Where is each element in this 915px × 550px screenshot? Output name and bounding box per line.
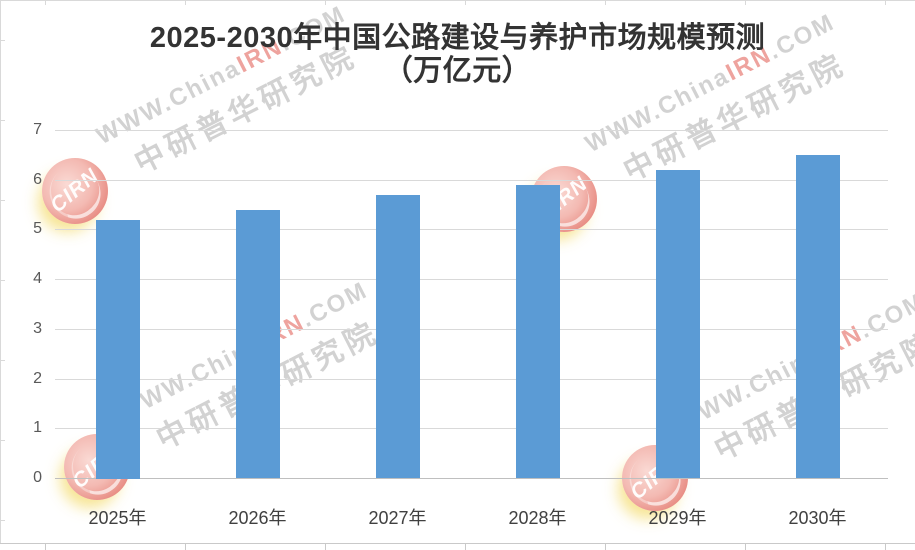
cell-border-stub (605, 544, 606, 550)
x-axis-label: 2028年 (508, 508, 567, 528)
gridline (55, 379, 888, 380)
x-axis-label: 2029年 (648, 508, 707, 528)
cell-border-stub (185, 1, 186, 5)
gridline (55, 428, 888, 429)
bar-2029年 (655, 170, 700, 479)
cell-border-stub (745, 1, 746, 5)
gridline (55, 180, 888, 181)
spreadsheet-left-border (0, 0, 1, 543)
chart-title: 2025-2030年中国公路建设与养护市场规模预测 （万亿元） (0, 22, 915, 88)
cell-border-stub (1, 120, 5, 121)
cell-border-stub (1, 200, 5, 201)
cell-border-stub (1, 40, 5, 41)
cell-border-stub (465, 544, 466, 550)
cell-border-stub (605, 1, 606, 5)
spreadsheet-top-border (0, 0, 915, 1)
gridline (55, 130, 888, 131)
cell-border-stub (1, 280, 5, 281)
cell-border-stub (325, 1, 326, 5)
cell-border-stub (885, 544, 886, 550)
cell-border-stub (185, 544, 186, 550)
spreadsheet-bottom-border (0, 543, 915, 544)
y-axis-tick-label: 5 (33, 220, 42, 237)
x-axis-line (55, 478, 888, 479)
chart-title-line2: （万亿元） (383, 55, 532, 87)
cell-border-stub (885, 1, 886, 5)
x-axis-label: 2025年 (88, 508, 147, 528)
cell-border-stub (45, 544, 46, 550)
gridline (55, 329, 888, 330)
x-axis-label: 2026年 (228, 508, 287, 528)
cell-border-stub (1, 520, 5, 521)
bar-2028年 (515, 185, 560, 479)
y-axis-tick-label: 3 (33, 320, 42, 337)
cell-border-stub (1, 360, 5, 361)
y-axis-tick-label: 2 (33, 370, 42, 387)
y-axis-tick-label: 1 (33, 419, 42, 436)
gridline (55, 229, 888, 230)
x-axis-label: 2027年 (368, 508, 427, 528)
bar-2030年 (795, 155, 840, 479)
cell-border-stub (325, 544, 326, 550)
bar-2025年 (95, 220, 140, 479)
y-axis-tick-label: 4 (33, 270, 42, 287)
gridline (55, 279, 888, 280)
y-axis-tick-label: 7 (33, 121, 42, 138)
x-axis-label: 2030年 (788, 508, 847, 528)
cell-border-stub (45, 1, 46, 5)
bar-2026年 (235, 210, 280, 479)
y-axis-tick-label: 6 (33, 171, 42, 188)
cell-border-stub (1, 440, 5, 441)
cirn-logo-watermark-icon: CIRN (42, 158, 108, 224)
y-axis-tick-label: 0 (33, 469, 42, 486)
cell-border-stub (745, 544, 746, 550)
bar-2027年 (375, 195, 420, 479)
chart-title-line1: 2025-2030年中国公路建设与养护市场规模预测 (149, 22, 766, 54)
cell-border-stub (465, 1, 466, 5)
